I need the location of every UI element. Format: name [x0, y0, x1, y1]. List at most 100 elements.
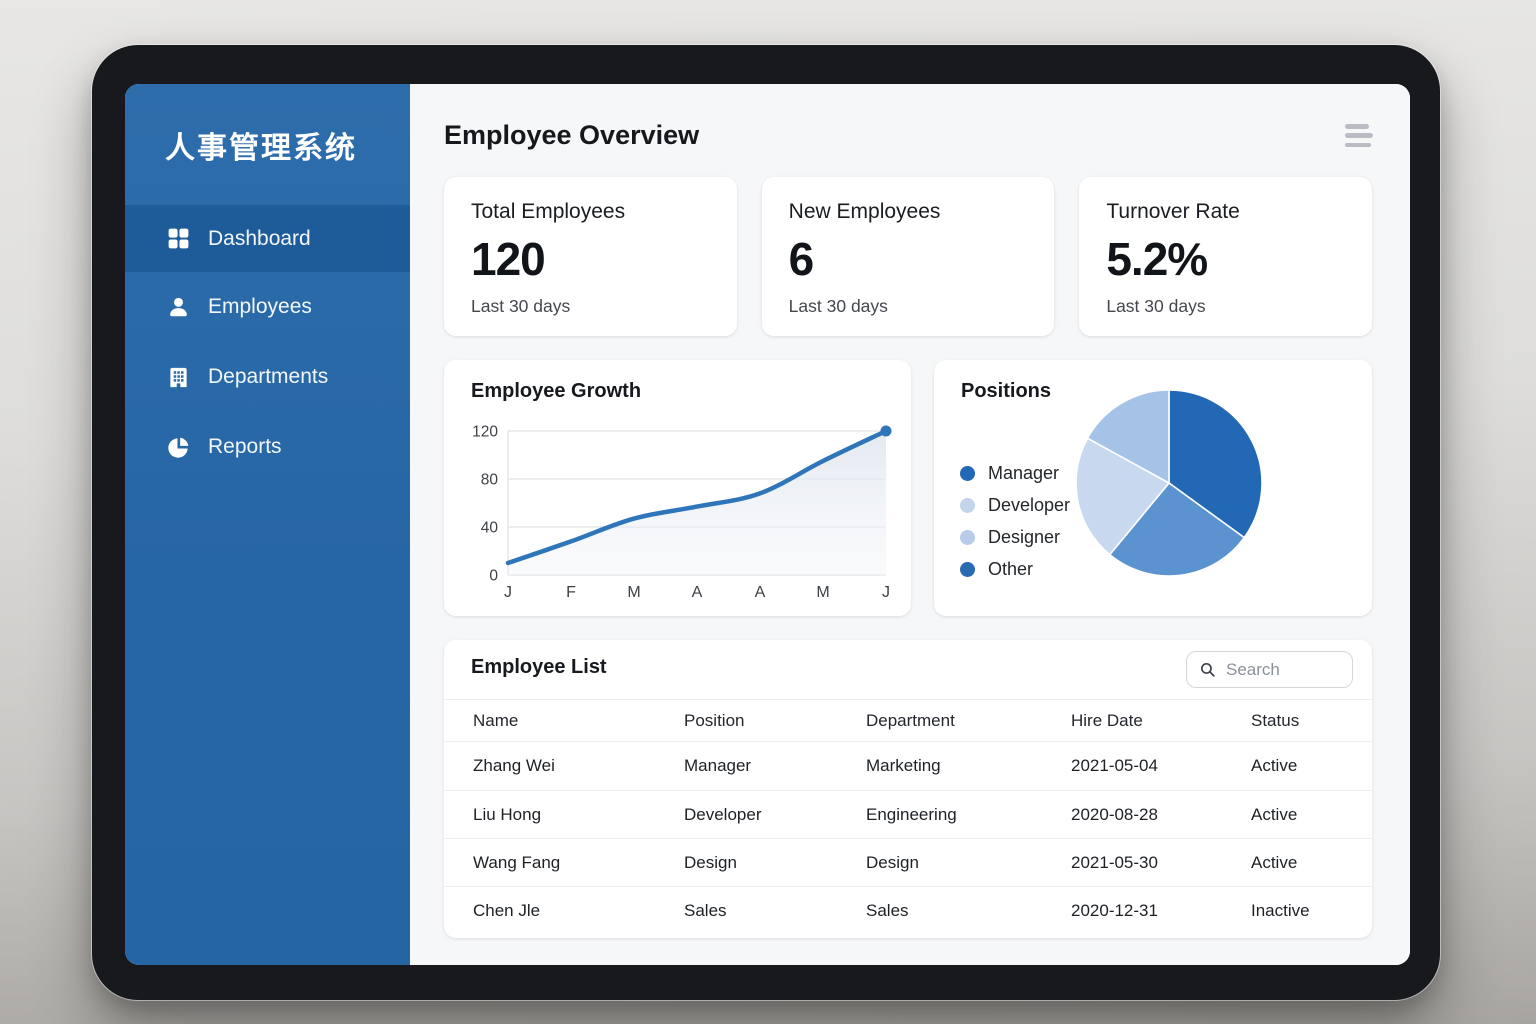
- table-cell: Engineering: [866, 804, 957, 824]
- employee-table-header: Name Position Department Hire Date Status: [444, 700, 1372, 742]
- column-header-status: Status: [1251, 710, 1300, 730]
- svg-text:A: A: [692, 584, 703, 601]
- sidebar-item-label: Dashboard: [208, 226, 311, 250]
- table-cell: Design: [684, 852, 737, 872]
- page-title: Employee Overview: [444, 120, 700, 150]
- table-cell: Zhang Wei: [473, 756, 555, 775]
- svg-text:J: J: [504, 584, 512, 601]
- pie-legend: Manager Developer Designer Other: [960, 457, 1070, 585]
- table-cell: Developer: [684, 804, 762, 824]
- svg-text:A: A: [755, 584, 766, 601]
- search-input[interactable]: [1226, 659, 1342, 680]
- legend-dot: [960, 465, 975, 481]
- stat-card-new-employees: New Employees 6 Last 30 days: [761, 177, 1055, 336]
- sidebar-item-label: Employees: [208, 295, 312, 318]
- table-cell: Liu Hong: [473, 804, 542, 824]
- table-cell: Design: [866, 852, 919, 872]
- svg-text:J: J: [882, 584, 890, 601]
- stat-caption: Last 30 days: [788, 296, 888, 316]
- table-cell: Active: [1251, 852, 1298, 872]
- chart-title: Positions: [961, 380, 1052, 402]
- table-cell: 2020-08-28: [1071, 804, 1158, 824]
- employee-list-card: Employee List Name Position Department Hire…: [444, 640, 1372, 938]
- search-box[interactable]: [1186, 651, 1353, 688]
- stat-card-total-employees: Total Employees 120 Last 30 days: [444, 177, 737, 336]
- svg-text:F: F: [566, 584, 576, 601]
- svg-text:80: 80: [481, 472, 499, 489]
- table-cell: Sales: [866, 900, 909, 920]
- legend-dot: [960, 561, 975, 577]
- legend-dot: [960, 497, 975, 513]
- pie-chart-icon: [165, 434, 191, 460]
- tablet-frame: 人事管理系统 Dashboard Employees Departments Repo…: [92, 45, 1440, 1000]
- legend-item-designer: Designer: [960, 521, 1070, 553]
- table-row: Liu Hong Developer Engineering 2020-08-28 Ac…: [444, 790, 1372, 838]
- svg-text:M: M: [816, 584, 829, 601]
- stat-label: Total Employees: [471, 200, 626, 223]
- table-cell: Wang Fang: [473, 852, 561, 872]
- table-cell: Manager: [684, 756, 752, 775]
- table-row: Zhang Wei Manager Marketing 2021-05-04 Activ…: [444, 742, 1372, 790]
- sidebar-item-reports[interactable]: Reports: [125, 412, 410, 482]
- stat-caption: Last 30 days: [471, 296, 571, 316]
- employee-list-title: Employee List: [471, 656, 607, 678]
- building-icon: [165, 364, 191, 390]
- sidebar-item-employees[interactable]: Employees: [125, 272, 410, 342]
- pie-slice-other: [1086, 389, 1170, 484]
- app-screen: 人事管理系统 Dashboard Employees Departments Repo…: [125, 84, 1410, 965]
- svg-text:40: 40: [481, 520, 499, 537]
- sidebar: 人事管理系统 Dashboard Employees Departments Repo…: [125, 84, 410, 965]
- svg-text:M: M: [627, 584, 640, 601]
- stat-label: Turnover Rate: [1106, 200, 1240, 223]
- employee-list-header: Employee List: [444, 640, 1372, 700]
- employee-table-body: Zhang Wei Manager Marketing 2021-05-04 Activ…: [444, 742, 1372, 934]
- hamburger-menu-icon[interactable]: [1345, 124, 1373, 147]
- table-cell: Marketing: [866, 756, 941, 775]
- person-icon: [165, 294, 191, 320]
- pie-slice-manager: [1168, 389, 1263, 539]
- column-header-department: Department: [866, 710, 955, 730]
- table-cell: 2021-05-04: [1071, 756, 1158, 775]
- legend-label: Developer: [988, 494, 1071, 515]
- sidebar-item-dashboard[interactable]: Dashboard: [125, 205, 410, 272]
- stats-row: Total Employees 120 Last 30 days New Emp…: [444, 177, 1373, 336]
- legend-item-manager: Manager: [960, 457, 1070, 489]
- table-cell: Inactive: [1251, 900, 1310, 920]
- stat-caption: Last 30 days: [1106, 296, 1206, 316]
- legend-label: Other: [988, 558, 1034, 579]
- table-cell: Active: [1251, 804, 1298, 824]
- stat-value: 6: [788, 233, 815, 285]
- legend-label: Manager: [988, 462, 1060, 483]
- column-header-hire-date: Hire Date: [1071, 710, 1143, 730]
- stat-label: New Employees: [788, 200, 941, 223]
- stat-value: 120: [471, 233, 546, 285]
- legend-item-developer: Developer: [960, 489, 1070, 521]
- positions-card: Positions Manager Developer Designer Other: [934, 360, 1372, 616]
- table-cell: Chen Jle: [473, 900, 541, 920]
- stat-card-turnover-rate: Turnover Rate 5.2% Last 30 days: [1079, 177, 1373, 336]
- table-row: Wang Fang Design Design 2021-05-30 Active: [444, 838, 1372, 886]
- app-title: 人事管理系统: [165, 131, 357, 165]
- sidebar-item-departments[interactable]: Departments: [125, 342, 410, 412]
- table-cell: 2021-05-30: [1071, 852, 1158, 872]
- charts-row: Employee Growth 0 40 80 120 J F M A A M J Position…: [444, 360, 1372, 616]
- column-header-position: Position: [684, 710, 745, 730]
- sidebar-item-label: Reports: [208, 435, 282, 458]
- employee-table: Name Position Department Hire Date Status Zh…: [444, 700, 1372, 934]
- grid-icon: [165, 226, 191, 252]
- employee-growth-card: Employee Growth 0 40 80 120 J F M A A M J: [444, 360, 911, 616]
- svg-text:120: 120: [472, 424, 498, 441]
- positions-pie-chart: [1075, 389, 1263, 577]
- column-header-name: Name: [473, 710, 519, 730]
- legend-label: Designer: [988, 526, 1061, 547]
- table-cell: Sales: [684, 900, 727, 920]
- sidebar-nav: Dashboard Employees Departments Reports: [125, 205, 410, 482]
- main-content: Employee Overview Total Employees 120 La…: [410, 84, 1410, 965]
- legend-dot: [960, 529, 975, 545]
- table-cell: 2020-12-31: [1071, 900, 1158, 920]
- pie-slice-designer: [1075, 437, 1170, 556]
- legend-item-other: Other: [960, 553, 1070, 585]
- table-cell: Active: [1251, 756, 1298, 775]
- svg-text:0: 0: [489, 568, 498, 585]
- employee-growth-line-chart: 0 40 80 120 J F M A A M J: [472, 424, 892, 601]
